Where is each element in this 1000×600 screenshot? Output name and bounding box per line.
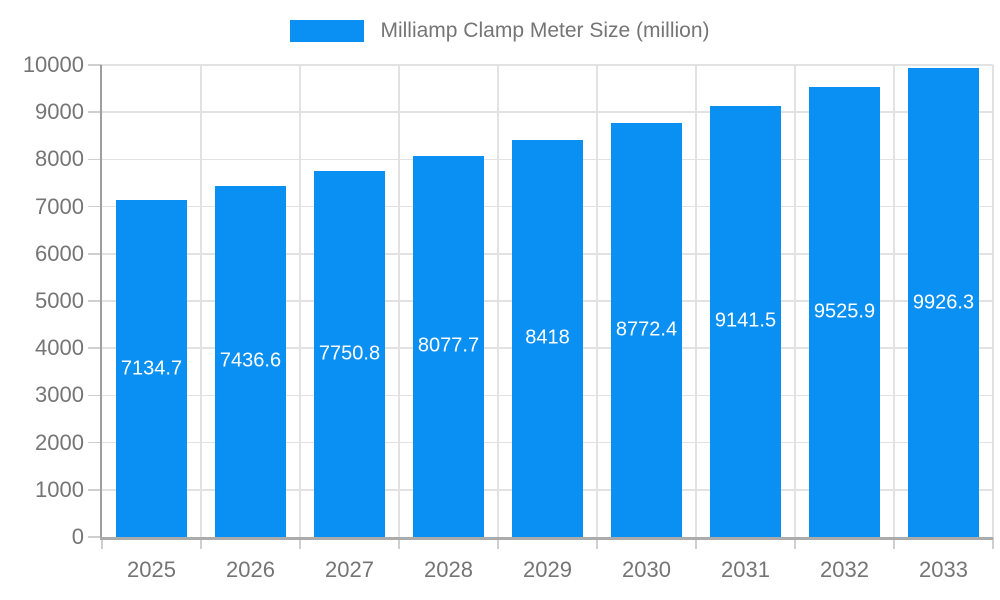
y-axis-tick: [88, 158, 102, 161]
x-axis-tick-label: 2031: [721, 557, 770, 582]
y-axis-tick: [88, 111, 102, 113]
y-axis-tick-label: 7000: [35, 193, 84, 219]
y-axis-tick-label: 8000: [35, 146, 84, 172]
gridline-vertical: [695, 65, 697, 537]
bar-2031: 9141.5: [709, 105, 782, 537]
x-axis-tick: [794, 537, 796, 549]
gridline-vertical: [299, 65, 301, 537]
x-axis-tick-label: 2025: [127, 557, 176, 582]
bar-value-label: 8772.4: [615, 318, 678, 341]
y-axis-tick: [88, 536, 102, 538]
gridline-vertical: [893, 65, 895, 537]
y-axis-line: [100, 65, 102, 540]
bar-2030: 8772.4: [610, 122, 683, 537]
gridline-horizontal: [102, 111, 993, 113]
x-axis-tick-label: 2029: [523, 557, 572, 582]
y-axis-tick-label: 3000: [35, 382, 84, 408]
gridline-vertical: [992, 65, 994, 537]
y-axis-tick: [88, 64, 102, 66]
y-axis-tick-label: 1000: [35, 476, 84, 502]
x-axis-tick-label: 2033: [919, 557, 968, 582]
bar-2032: 9525.9: [808, 87, 881, 537]
y-axis-tick-label: 0: [71, 524, 84, 549]
bar-value-label: 9141.5: [714, 309, 777, 332]
gridline-vertical: [596, 65, 598, 537]
bar-2025: 7134.7: [115, 200, 188, 537]
gridline-vertical: [497, 65, 499, 537]
bar-value-label: 7134.7: [120, 357, 183, 380]
x-axis-tick: [299, 537, 301, 549]
x-axis-tick: [101, 537, 103, 549]
x-axis-tick: [398, 537, 400, 549]
x-axis-tick-label: 2026: [226, 557, 275, 582]
y-axis-tick-label: 6000: [35, 240, 84, 266]
x-axis-tick: [497, 537, 499, 549]
x-axis-tick: [992, 537, 994, 549]
bar-value-label: 9926.3: [912, 291, 975, 314]
bar-2029: 8418: [511, 139, 584, 537]
y-axis-tick-label: 5000: [35, 288, 84, 313]
bar-2027: 7750.8: [313, 171, 386, 537]
gridline-horizontal: [102, 64, 993, 66]
x-axis-tick: [893, 537, 895, 549]
x-axis-tick-label: 2027: [325, 557, 374, 582]
x-axis-tick: [200, 537, 202, 549]
y-axis-tick: [88, 253, 102, 255]
gridline-vertical: [794, 65, 796, 537]
y-axis-tick-label: 10000: [22, 52, 84, 77]
x-axis-tick-label: 2030: [622, 557, 671, 582]
bar-2028: 8077.7: [412, 155, 485, 537]
x-axis-tick: [695, 537, 697, 549]
bar-value-label: 8418: [525, 326, 570, 349]
y-axis-tick: [88, 489, 102, 491]
y-axis-tick: [88, 347, 102, 349]
y-axis-tick: [88, 300, 102, 302]
y-axis-tick: [88, 205, 102, 208]
y-axis-tick-label: 2000: [35, 429, 84, 455]
x-axis-tick-label: 2028: [424, 557, 473, 582]
gridline-vertical: [398, 65, 400, 537]
bar-2033: 9926.3: [907, 68, 980, 537]
bar-2026: 7436.6: [214, 185, 287, 537]
x-axis-tick: [596, 537, 598, 549]
legend-label: Milliamp Clamp Meter Size (million): [380, 19, 710, 42]
x-axis-line: [100, 537, 993, 540]
bar-value-label: 8077.7: [417, 334, 480, 357]
y-axis-tick-label: 9000: [35, 99, 84, 125]
gridline-vertical: [200, 65, 202, 537]
x-axis-tick-label: 2032: [820, 557, 869, 582]
legend-swatch: [290, 20, 365, 42]
y-axis-tick: [88, 441, 102, 444]
chart-legend[interactable]: Milliamp Clamp Meter Size (million): [0, 19, 1000, 43]
y-axis-tick: [88, 394, 102, 397]
y-axis-tick-label: 4000: [35, 335, 84, 361]
bar-value-label: 7750.8: [318, 342, 381, 365]
bar-value-label: 9525.9: [813, 300, 876, 323]
bar-value-label: 7436.6: [219, 349, 282, 372]
